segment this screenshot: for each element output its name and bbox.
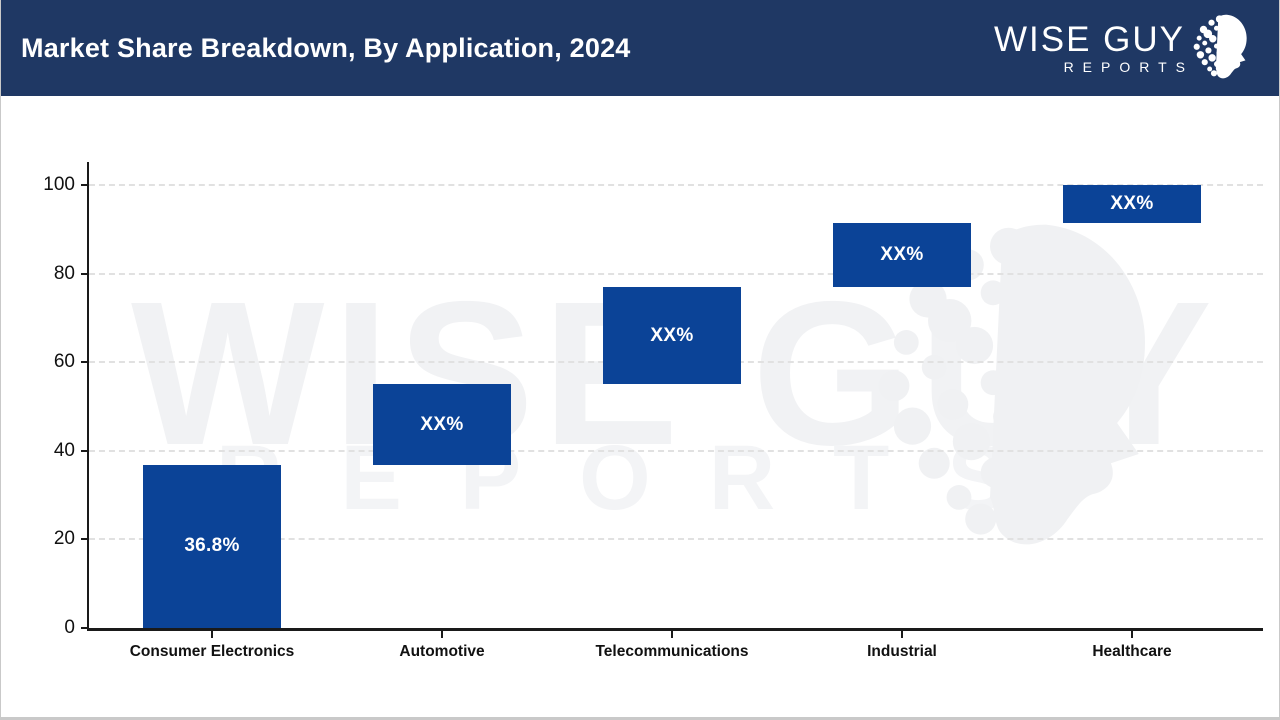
report-header: Market Share Breakdown, By Application, … xyxy=(1,0,1279,96)
bar-healthcare: XX% xyxy=(1063,185,1201,223)
y-axis-tick xyxy=(81,627,89,629)
brand-subname: REPORTS xyxy=(1063,59,1194,75)
x-axis-label-healthcare: Healthcare xyxy=(1092,643,1172,660)
x-axis-label-consumer-electronics: Consumer Electronics xyxy=(129,643,295,660)
y-axis-tick xyxy=(81,538,89,541)
x-axis xyxy=(87,628,1263,631)
gridline-y-100 xyxy=(89,184,1263,186)
x-axis-tick xyxy=(671,631,673,638)
y-axis-tick xyxy=(81,361,89,364)
bar-industrial: XX% xyxy=(833,222,971,287)
brand-logo: WISE GUY REPORTS xyxy=(994,11,1253,85)
bar-consumer-electronics: 36.8% xyxy=(143,464,281,628)
watermark-text-secondary: REPORTS xyxy=(216,427,1067,529)
x-axis-label-automotive: Automotive xyxy=(399,643,485,660)
y-axis-tick-label: 40 xyxy=(53,439,75,461)
y-axis-tick-label: 60 xyxy=(53,351,75,373)
brand-name: WISE GUY xyxy=(993,20,1185,59)
y-axis-tick-label: 100 xyxy=(43,174,75,195)
x-axis-label-telecommunications: Telecommunications xyxy=(595,643,749,660)
bar-value-label: XX% xyxy=(420,413,464,435)
y-axis-tick-label: 20 xyxy=(53,528,75,550)
y-axis-tick xyxy=(81,184,89,186)
y-axis-tick xyxy=(81,449,89,452)
y-axis xyxy=(87,162,89,630)
brand-logo-text: WISE GUY REPORTS xyxy=(994,22,1185,74)
y-axis-tick-label: 80 xyxy=(53,262,75,284)
y-axis-tick-label: 0 xyxy=(64,617,75,638)
x-axis-tick xyxy=(211,631,213,638)
bar-value-label: XX% xyxy=(1110,192,1154,214)
chart-plot-area: WISE GUY REPORTS 02040608010036.8%Consum… xyxy=(1,96,1279,717)
dotted-head-profile-icon xyxy=(1193,14,1247,79)
gridline-y-80 xyxy=(89,272,1263,275)
bar-value-label: 36.8% xyxy=(184,535,240,557)
gridline-y-20 xyxy=(89,538,1263,541)
y-axis-tick xyxy=(81,272,89,275)
x-axis-tick xyxy=(901,631,903,638)
bar-automotive: XX% xyxy=(373,384,511,465)
chart-title: Market Share Breakdown, By Application, … xyxy=(21,32,631,63)
gridline-y-40 xyxy=(89,449,1263,452)
bar-value-label: XX% xyxy=(880,243,924,265)
x-axis-tick xyxy=(441,631,443,638)
x-axis-label-industrial: Industrial xyxy=(867,643,937,660)
x-axis-tick xyxy=(1131,631,1133,638)
bar-telecommunications: XX% xyxy=(603,286,741,385)
bar-value-label: XX% xyxy=(650,324,694,346)
